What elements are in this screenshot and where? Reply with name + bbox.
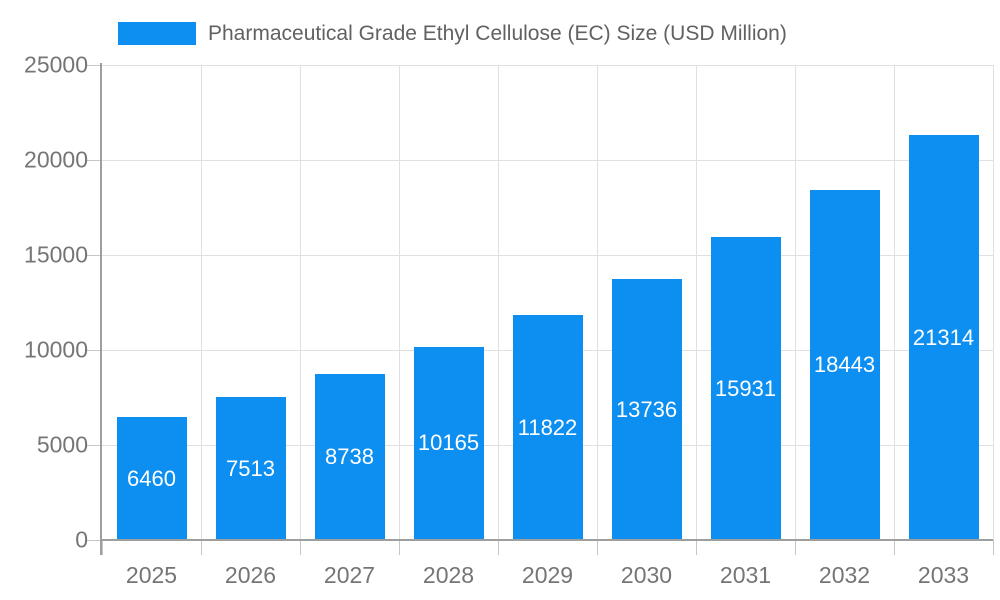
bar-value-label: 18443 xyxy=(813,351,876,377)
y-tick-label: 15000 xyxy=(24,241,88,268)
gridline-x xyxy=(299,65,301,540)
bar-value-label: 10165 xyxy=(417,430,480,456)
x-tick-label: 2029 xyxy=(521,562,574,588)
x-axis-tick xyxy=(299,540,301,555)
bar-value-label: 6460 xyxy=(127,465,176,491)
gridline-x xyxy=(398,65,400,540)
gridline-x xyxy=(695,65,697,540)
y-tick-label: 5000 xyxy=(36,431,88,458)
x-axis-tick xyxy=(200,540,202,555)
y-axis-tick xyxy=(86,254,102,256)
bar-2028[interactable] xyxy=(413,346,484,539)
x-axis-tick xyxy=(695,540,697,555)
legend-swatch xyxy=(118,22,196,45)
gridline-x xyxy=(200,65,202,540)
x-axis-tick xyxy=(596,540,598,555)
x-tick-label: 2025 xyxy=(125,562,178,588)
x-tick-label: 2026 xyxy=(224,562,277,588)
bar-value-label: 21314 xyxy=(912,324,975,350)
gridline-y xyxy=(102,159,993,161)
legend-label: Pharmaceutical Grade Ethyl Cellulose (EC… xyxy=(208,21,787,45)
legend[interactable]: Pharmaceutical Grade Ethyl Cellulose (EC… xyxy=(118,22,787,45)
bar-2032[interactable] xyxy=(809,189,880,539)
bar-value-label: 15931 xyxy=(714,375,777,401)
y-tick-label: 10000 xyxy=(24,336,88,363)
y-axis-tick xyxy=(86,159,102,161)
gridline-x xyxy=(497,65,499,540)
bar-2029[interactable] xyxy=(512,315,583,539)
x-axis-tick xyxy=(497,540,499,555)
y-tick-label: 25000 xyxy=(24,51,88,78)
y-tick-label: 20000 xyxy=(24,146,88,173)
y-axis-tick xyxy=(86,539,102,541)
bar-2026[interactable] xyxy=(215,397,286,539)
x-tick-label: 2028 xyxy=(422,562,475,588)
y-axis-tick xyxy=(86,444,102,446)
y-axis-tick xyxy=(86,64,102,66)
bar-value-label: 13736 xyxy=(615,396,678,422)
x-axis-tick xyxy=(398,540,400,555)
y-axis-line xyxy=(100,63,102,555)
bar-value-label: 7513 xyxy=(226,455,275,481)
y-axis-tick xyxy=(86,349,102,351)
x-tick-label: 2033 xyxy=(917,562,970,588)
gridline-x xyxy=(596,65,598,540)
x-axis-tick xyxy=(893,540,895,555)
x-tick-label: 2031 xyxy=(719,562,772,588)
gridline-y xyxy=(102,254,993,256)
gridline-x xyxy=(893,65,895,540)
bar-value-label: 8738 xyxy=(325,443,374,469)
bar-value-label: 11822 xyxy=(517,414,578,440)
gridline-x xyxy=(794,65,796,540)
y-tick-label: 0 xyxy=(75,526,88,553)
x-tick-label: 2032 xyxy=(818,562,871,588)
gridline-x xyxy=(992,65,994,540)
gridline-y xyxy=(102,64,993,66)
bar-2027[interactable] xyxy=(314,373,385,539)
x-axis-tick xyxy=(794,540,796,555)
bar-2025[interactable] xyxy=(116,417,187,539)
x-tick-label: 2030 xyxy=(620,562,673,588)
bar-2033[interactable] xyxy=(908,135,979,539)
x-axis-line xyxy=(100,539,993,541)
bar-2031[interactable] xyxy=(710,237,781,539)
x-tick-label: 2027 xyxy=(323,562,376,588)
x-axis-tick xyxy=(101,540,103,555)
bar-2030[interactable] xyxy=(611,279,682,539)
x-axis-tick xyxy=(992,540,994,555)
